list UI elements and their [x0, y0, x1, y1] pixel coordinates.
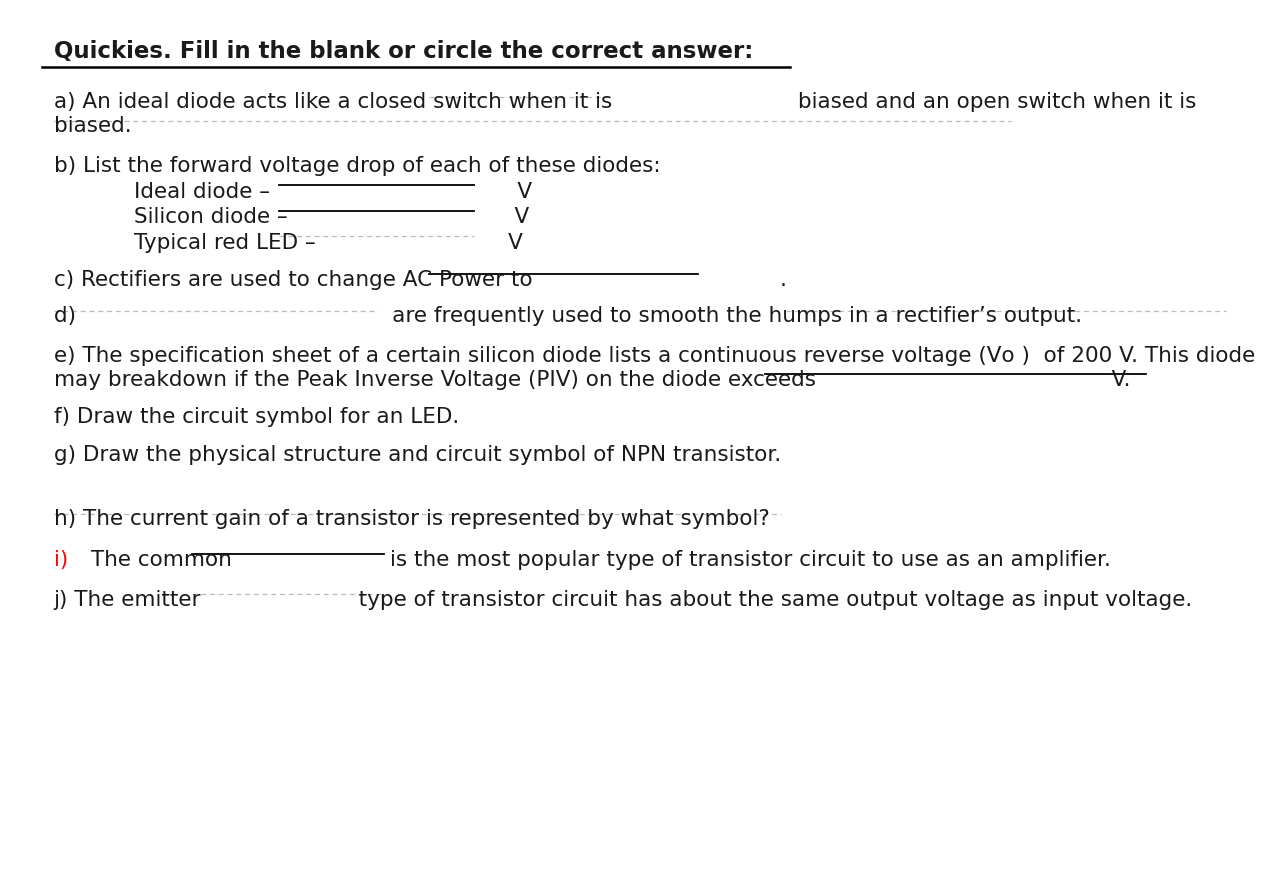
Text: Quickies. Fill in the blank or circle the correct answer:: Quickies. Fill in the blank or circle th… [54, 39, 753, 62]
Text: Ideal diode –                                    V: Ideal diode – V [134, 182, 532, 202]
Text: biased.: biased. [54, 116, 132, 136]
Text: Silicon diode –                                 V: Silicon diode – V [134, 207, 530, 227]
Text: The common                       is the most popular type of transistor circuit : The common is the most popular type of t… [84, 549, 1111, 569]
Text: d)                                              are frequently used to smooth th: d) are frequently used to smooth th [54, 306, 1082, 326]
Text: e) The specification sheet of a certain silicon diode lists a continuous reverse: e) The specification sheet of a certain … [54, 346, 1254, 366]
Text: a) An ideal diode acts like a closed switch when it is                          : a) An ideal diode acts like a closed swi… [54, 92, 1196, 112]
Text: i): i) [54, 549, 68, 569]
Text: b) List the forward voltage drop of each of these diodes:: b) List the forward voltage drop of each… [54, 156, 660, 176]
Text: f) Draw the circuit symbol for an LED.: f) Draw the circuit symbol for an LED. [54, 407, 460, 427]
Text: j) The emitter                       type of transistor circuit has about the sa: j) The emitter type of transistor circui… [54, 589, 1193, 610]
Text: may breakdown if the Peak Inverse Voltage (PIV) on the diode exceeds            : may breakdown if the Peak Inverse Voltag… [54, 369, 1130, 389]
Text: Typical red LED –                            V: Typical red LED – V [134, 232, 524, 253]
Text: g) Draw the physical structure and circuit symbol of NPN transistor.: g) Draw the physical structure and circu… [54, 445, 781, 465]
Text: h) The current gain of a transistor is represented by what symbol?: h) The current gain of a transistor is r… [54, 509, 769, 529]
Text: c) Rectifiers are used to change AC Power to                                    : c) Rectifiers are used to change AC Powe… [54, 270, 787, 290]
